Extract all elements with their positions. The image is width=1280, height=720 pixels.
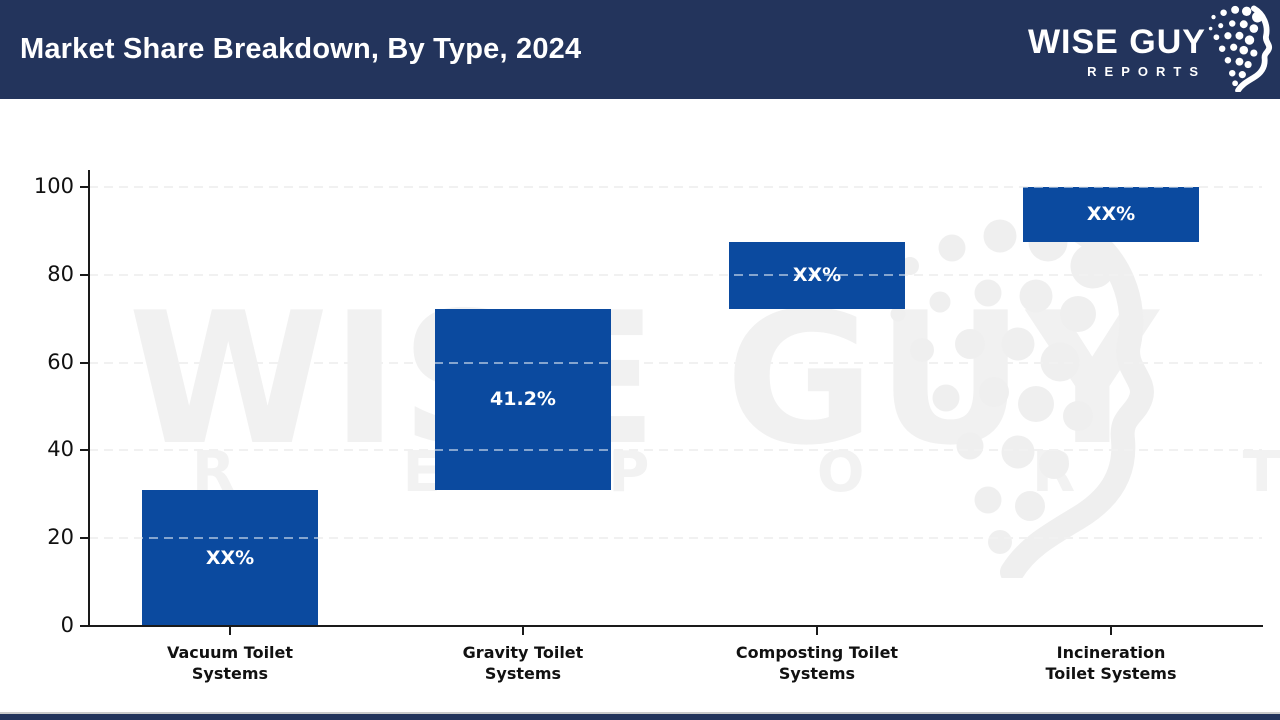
logo-face-icon <box>1208 5 1273 92</box>
category-label-line: Systems <box>778 664 856 683</box>
y-axis-tick-label: 100 <box>33 174 74 198</box>
x-axis-tick <box>816 627 818 635</box>
logo-subtitle: REPORTS <box>1087 64 1206 79</box>
page-title: Market Share Breakdown, By Type, 2024 <box>20 33 582 65</box>
wise-guy-logo: WISE GUY REPORTS <box>1028 4 1274 92</box>
bar-segment <box>142 489 318 626</box>
y-axis-tick <box>80 449 89 452</box>
logo-wordmark: WISE GUY <box>1027 23 1206 61</box>
category-label-line: Gravity Toilet <box>462 643 584 662</box>
x-axis-line <box>88 625 1263 627</box>
bar-segment <box>435 309 611 490</box>
x-axis-tick <box>229 627 231 635</box>
header: Market Share Breakdown, By Type, 2024 WI… <box>0 0 1280 99</box>
y-axis-tick <box>80 625 89 627</box>
bar-value-label: XX% <box>792 264 842 287</box>
gridline-overlay <box>89 537 1262 540</box>
x-axis-tick <box>1110 627 1112 635</box>
logo-text: WISE GUY REPORTS <box>1028 23 1206 79</box>
gridline-overlay <box>89 361 1262 364</box>
category-label-line: Incineration <box>1056 643 1166 662</box>
y-axis-tick <box>80 273 89 276</box>
y-axis-tick <box>80 537 89 540</box>
figure-bottom-border <box>0 712 1280 714</box>
y-axis-tick-label: 20 <box>47 525 74 550</box>
gridline-overlay <box>89 273 1262 276</box>
category-label-line: Systems <box>191 664 269 683</box>
gridline-overlay <box>89 449 1262 452</box>
category-label: Composting Toilet Systems <box>697 642 937 684</box>
category-label-line: Toilet Systems <box>1045 664 1177 683</box>
category-label: Gravity Toilet Systems <box>403 642 643 684</box>
category-label: Incineration Toilet Systems <box>991 642 1231 684</box>
y-axis-tick-label: 80 <box>47 261 74 286</box>
bar-value-label: XX% <box>1086 203 1136 226</box>
y-axis-tick-label: 40 <box>47 437 74 462</box>
footer-bar <box>0 714 1280 720</box>
bar-value-label: 41.2% <box>490 388 556 411</box>
y-axis-tick-label: 0 <box>60 613 74 637</box>
category-label-line: Composting Toilet <box>735 643 899 662</box>
category-label-line: Vacuum Toilet <box>166 643 294 662</box>
watermark-wordmark: WISE GUY <box>128 273 1161 485</box>
y-axis-tick <box>80 186 89 188</box>
y-axis-line <box>88 170 90 627</box>
x-axis-tick <box>522 627 524 635</box>
bar-segment <box>1023 187 1199 242</box>
gridline-overlay <box>89 186 1262 188</box>
y-axis-tick <box>80 361 89 364</box>
category-label: Vacuum Toilet Systems <box>110 642 350 684</box>
y-axis-tick-label: 60 <box>47 349 74 374</box>
bar-value-label: XX% <box>205 546 255 569</box>
category-label-line: Systems <box>484 664 562 683</box>
